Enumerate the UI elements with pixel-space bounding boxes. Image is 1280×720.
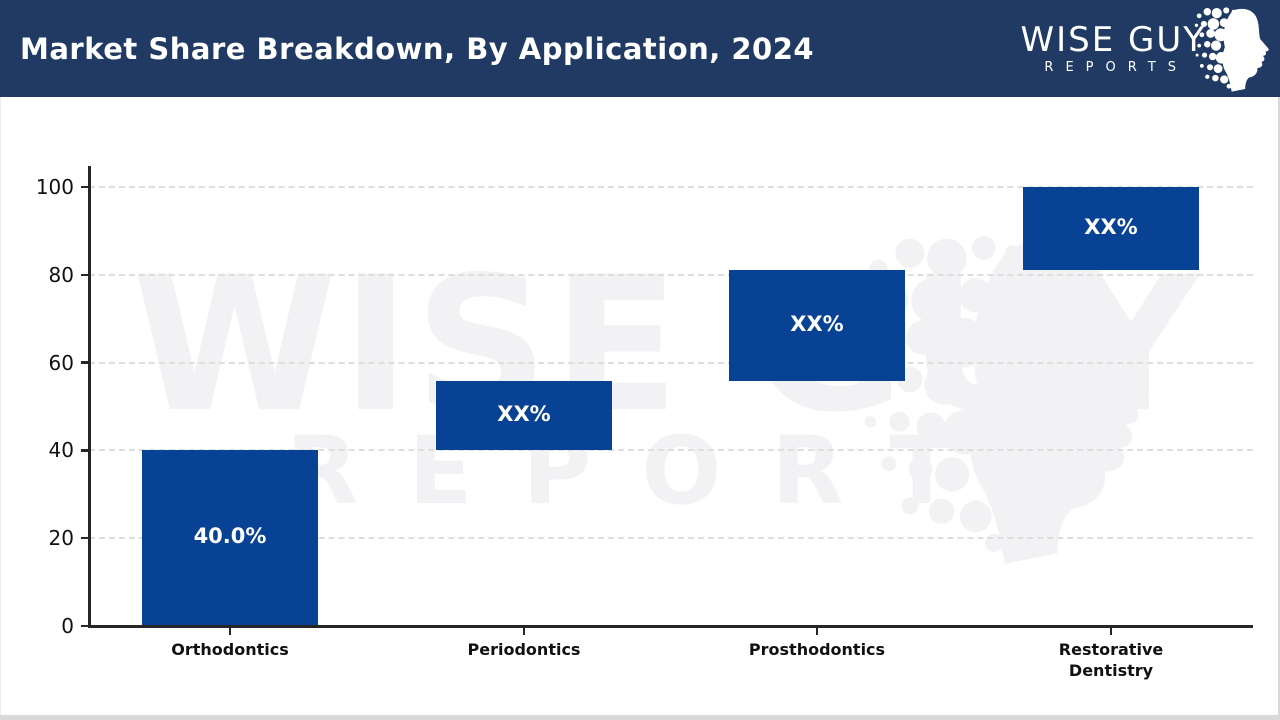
y-tick-mark [81, 185, 89, 189]
bar-value-label: XX% [1084, 214, 1138, 239]
y-tick-label: 40 [48, 438, 74, 463]
y-tick-label: 80 [48, 262, 74, 287]
brand-logo-text: WISE GUY REPORTS [1020, 19, 1206, 76]
bar-value-label: XX% [790, 311, 844, 336]
y-tick-mark [81, 361, 89, 364]
x-tick-mark [815, 626, 819, 635]
gridline-100 [89, 186, 1253, 188]
gridline-80 [89, 273, 1253, 276]
x-category-label: Restorative Dentistry [1058, 640, 1164, 681]
x-tick-mark [228, 626, 232, 635]
watermark-layer: WISE GUY REPORTS [0, 97, 1280, 626]
logo-subtext: REPORTS [1044, 60, 1189, 76]
brand-face-icon [1194, 7, 1269, 92]
gridline-20 [89, 537, 1253, 540]
y-tick-label: 100 [35, 175, 74, 199]
bar-restorative-dentistry [1023, 187, 1199, 271]
x-category-label: Periodontics [467, 640, 581, 659]
header: Market Share Breakdown, By Application, … [0, 0, 1280, 97]
y-tick-label: 0 [61, 614, 74, 638]
gridline-60 [89, 361, 1253, 364]
x-category-label: Prosthodontics [748, 640, 886, 659]
y-tick-label: 20 [48, 526, 74, 551]
y-tick-mark [81, 449, 89, 452]
bar-periodontics [436, 381, 612, 451]
y-tick-mark [81, 273, 89, 277]
y-tick-mark [81, 624, 89, 628]
bar-orthodontics [142, 450, 318, 626]
page-title: Market Share Breakdown, By Application, … [20, 31, 815, 66]
bar-value-label: XX% [497, 401, 551, 426]
bar-prosthodontics [729, 270, 905, 382]
x-axis-line [88, 625, 1253, 628]
bottom-border [0, 715, 1280, 720]
y-tick-mark [81, 536, 89, 540]
gridline-40 [89, 449, 1253, 452]
x-tick-mark [1109, 626, 1113, 635]
y-tick-label: 60 [48, 350, 74, 375]
x-tick-mark [522, 626, 526, 635]
x-category-label: Orthodontics [171, 640, 289, 659]
y-axis-line [88, 166, 91, 628]
logo-wordmark: WISE GUY [1020, 19, 1206, 60]
bar-value-label: 40.0% [193, 524, 267, 549]
brand-logo: WISE GUY REPORTS [1020, 4, 1276, 94]
